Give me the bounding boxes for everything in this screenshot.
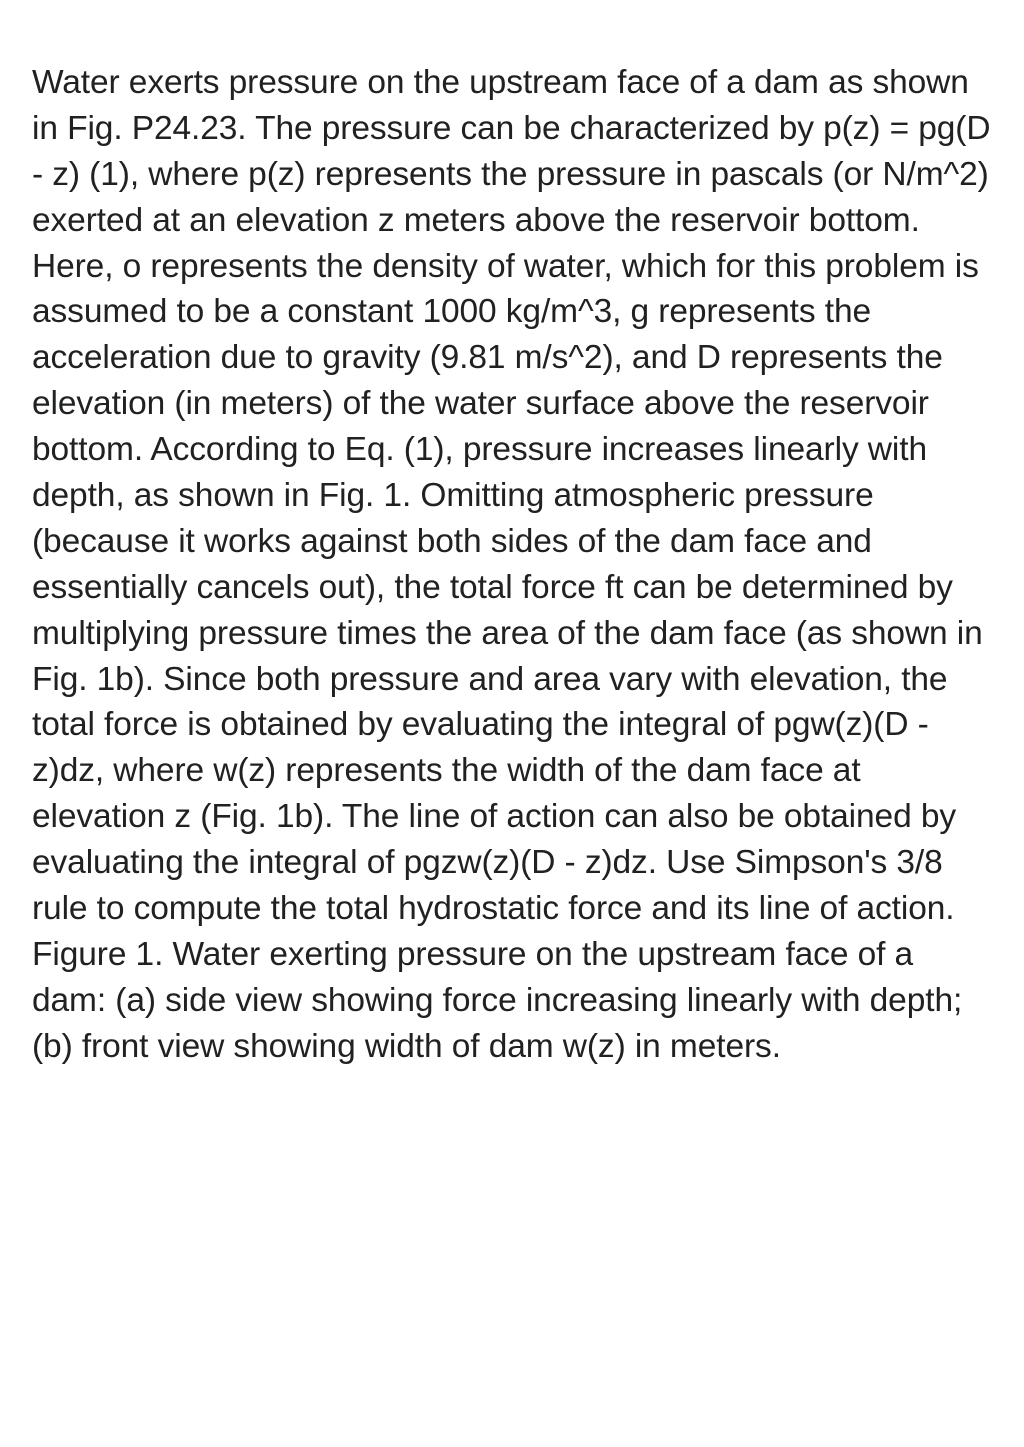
problem-statement: Water exerts pressure on the upstream fa… bbox=[32, 60, 992, 1070]
